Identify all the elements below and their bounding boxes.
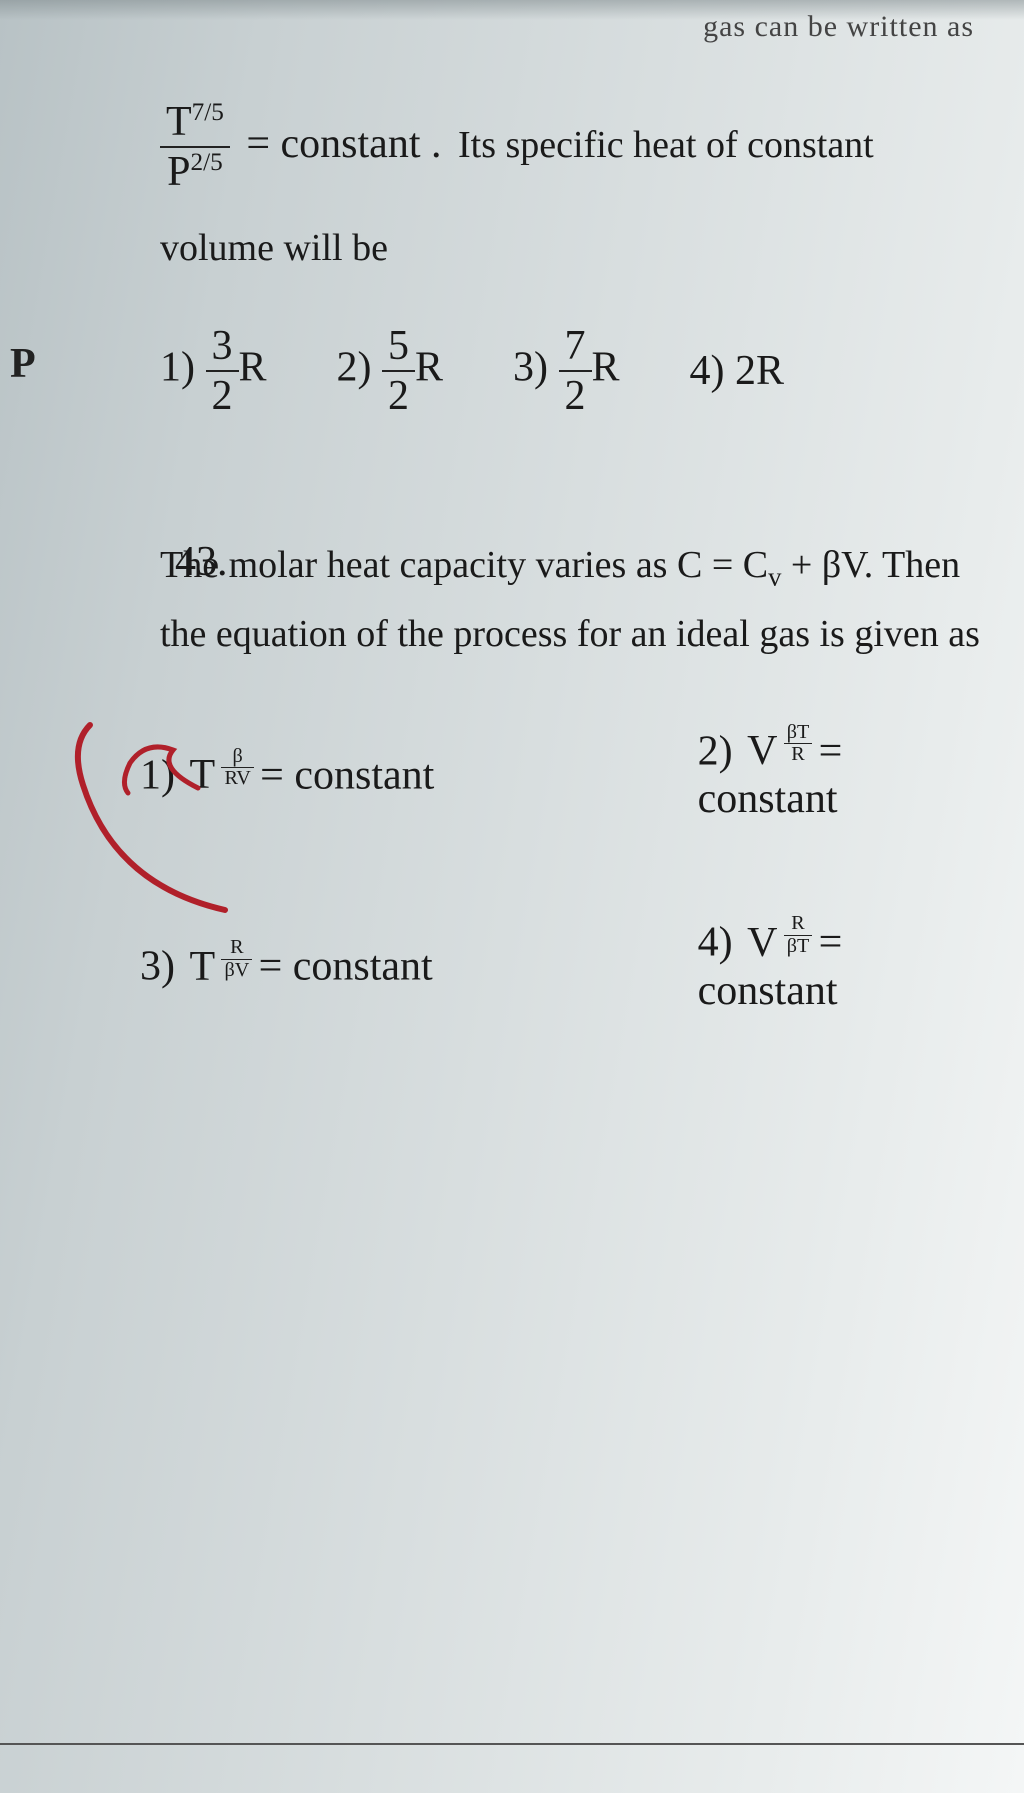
q43-stem-line1: The molar heat capacity varies as C = Cv… [160, 538, 984, 593]
q43-o2-lead: 2) [698, 728, 733, 774]
prev-eq-num-exp: 7/5 [192, 99, 224, 126]
q43-stem-eq: C = C [677, 544, 768, 586]
prev-eq-den-base: P [167, 149, 190, 195]
q43-o2-exp: βT R [777, 728, 818, 755]
q43-o3-exp: R βV [215, 944, 258, 971]
q43-option-4: 4) V R βT = constant [698, 913, 984, 1014]
q43-stem-sub: v [768, 561, 781, 591]
q43-o4-V: V [747, 920, 777, 966]
q43-o3-lead: 3) [140, 944, 175, 990]
prev-stem-tail: Its specific heat of constant [458, 124, 874, 166]
prev-equation: T7/5 P2/5 = constant . Its specific heat… [160, 100, 984, 194]
prev-o4-lead: 4) [690, 348, 725, 394]
q43-o1-lead: 1) [140, 752, 175, 798]
q43-o4-lead: 4) [698, 920, 733, 966]
question-43: 43. The molar heat capacity varies as C … [120, 538, 984, 1015]
q43-stem-line2: the equation of the process for an ideal… [160, 607, 984, 662]
prev-eq-den-exp: 2/5 [191, 149, 223, 176]
prev-o1-num: 3 [206, 324, 239, 372]
q43-stem-a: The molar heat capacity varies as [160, 544, 677, 586]
q43-o4-exp-den: βT [784, 936, 813, 957]
q43-o1-exp-num: β [221, 746, 253, 768]
bottom-rule [0, 1743, 1024, 1745]
prev-o4-val: 2R [735, 348, 784, 394]
prev-option-1: 1) 3 2 R [160, 324, 267, 418]
prev-o1-lead: 1) [160, 344, 195, 390]
prev-o1-R: R [239, 344, 267, 390]
q43-o2-exp-frac: βT R [784, 722, 813, 765]
prev-o2-num: 5 [382, 324, 415, 372]
prev-option-4: 4) 2R [690, 347, 785, 395]
prev-o2-lead: 2) [337, 344, 372, 390]
q43-o3-rhs: = constant [259, 944, 433, 990]
q43-o4-exp-num: R [784, 913, 813, 935]
prev-o3-den: 2 [559, 372, 592, 418]
q43-o3-T: T [190, 944, 216, 990]
prev-o3-R: R [592, 344, 620, 390]
prev-options-row: 1) 3 2 R 2) 5 2 R 3) 7 2 R 4) 2R [160, 324, 984, 418]
q43-stem-mid: + βV [781, 544, 863, 586]
q43-o3-exp-den: βV [221, 960, 252, 981]
q43-o1-exp-frac: β RV [221, 746, 253, 789]
q43-o1-T: T [190, 752, 216, 798]
prev-o3-num: 7 [559, 324, 592, 372]
prev-equation-fraction: T7/5 P2/5 [160, 100, 230, 194]
prev-o2-R: R [415, 344, 443, 390]
left-edge-label: P [10, 340, 36, 388]
partial-header-text: gas can be written as [703, 10, 974, 44]
prev-o1-den: 2 [206, 372, 239, 418]
q43-o1-exp-den: RV [221, 768, 253, 789]
q43-o2-exp-num: βT [784, 722, 813, 744]
page: gas can be written as P T7/5 P2/5 = cons… [0, 0, 1024, 1793]
prev-o2-den: 2 [382, 372, 415, 418]
q43-o1-rhs: = constant [260, 752, 434, 798]
prev-eq-num-base: T [166, 99, 192, 145]
prev-o1-frac: 3 2 [206, 324, 239, 418]
q43-o4-exp: R βT [777, 920, 818, 947]
q43-options-row1: 1) T β RV = constant 2) V [140, 722, 984, 823]
q43-o2-exp-den: R [784, 744, 813, 765]
q43-o3-exp-frac: R βV [221, 937, 252, 980]
q43-o4-exp-frac: R βT [784, 913, 813, 956]
prev-o3-frac: 7 2 [559, 324, 592, 418]
prev-eq-rhs: = constant . [246, 121, 441, 167]
prev-option-2: 2) 5 2 R [337, 324, 444, 418]
q43-o3-exp-num: R [221, 937, 252, 959]
q43-number: 43. [175, 538, 228, 586]
prev-eq-denominator: P2/5 [160, 148, 230, 194]
prev-eq-numerator: T7/5 [160, 100, 230, 148]
q43-option-2: 2) V βT R = constant [698, 722, 984, 823]
q43-stem-b: . Then [864, 544, 960, 586]
q43-options-row2: 3) T R βV = constant 4) V R βT [140, 913, 984, 1014]
prev-o3-lead: 3) [513, 344, 548, 390]
q43-option-3: 3) T R βV = constant [140, 937, 548, 990]
prev-option-3: 3) 7 2 R [513, 324, 620, 418]
q43-o2-V: V [747, 728, 777, 774]
q43-options: 1) T β RV = constant 2) V [140, 722, 984, 1015]
q43-option-1: 1) T β RV = constant [140, 746, 548, 799]
q43-o1-exp: β RV [215, 752, 260, 779]
prev-o2-frac: 5 2 [382, 324, 415, 418]
prev-stem-line2: volume will be [160, 224, 984, 273]
